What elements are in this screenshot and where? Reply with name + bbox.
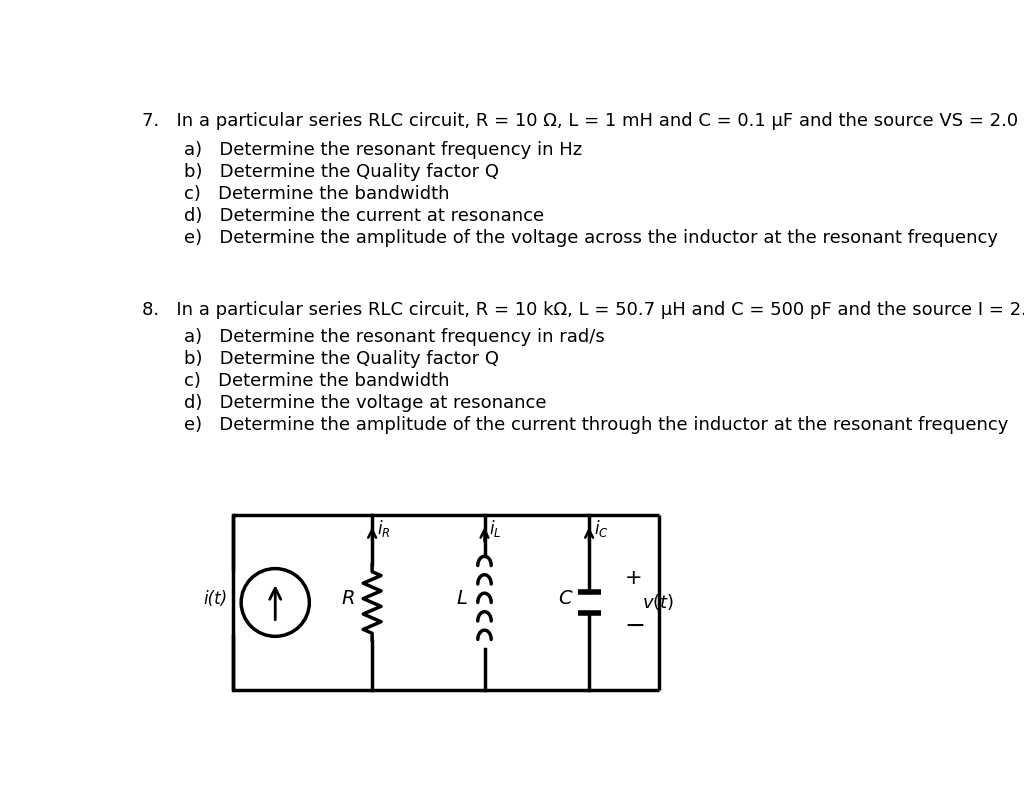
Text: a)   Determine the resonant frequency in rad/s: a) Determine the resonant frequency in r… [183, 328, 604, 346]
Text: 7.   In a particular series RLC circuit, R = 10 Ω, L = 1 mH and C = 0.1 μF and t: 7. In a particular series RLC circuit, R… [142, 112, 1024, 130]
Text: C: C [558, 589, 572, 608]
Text: c)   Determine the bandwidth: c) Determine the bandwidth [183, 372, 450, 389]
Text: b)   Determine the Quality factor Q: b) Determine the Quality factor Q [183, 162, 499, 181]
Text: c)   Determine the bandwidth: c) Determine the bandwidth [183, 185, 450, 203]
Text: L: L [457, 589, 467, 608]
Text: a)   Determine the resonant frequency in Hz: a) Determine the resonant frequency in H… [183, 141, 582, 159]
Text: R: R [342, 589, 355, 608]
Text: e)   Determine the amplitude of the current through the inductor at the resonant: e) Determine the amplitude of the curren… [183, 416, 1009, 434]
Text: +: + [625, 568, 642, 588]
Text: e)   Determine the amplitude of the voltage across the inductor at the resonant : e) Determine the amplitude of the voltag… [183, 229, 997, 246]
Text: −: − [625, 613, 646, 638]
Text: d)   Determine the current at resonance: d) Determine the current at resonance [183, 207, 544, 225]
Text: $i_L$: $i_L$ [489, 518, 502, 539]
Text: 8.   In a particular series RLC circuit, R = 10 kΩ, L = 50.7 μH and C = 500 pF a: 8. In a particular series RLC circuit, R… [142, 301, 1024, 319]
Text: $i_R$: $i_R$ [377, 518, 390, 539]
Text: i(t): i(t) [204, 590, 228, 608]
Text: b)   Determine the Quality factor Q: b) Determine the Quality factor Q [183, 350, 499, 368]
Text: d)   Determine the voltage at resonance: d) Determine the voltage at resonance [183, 393, 546, 412]
Text: $v(t)$: $v(t)$ [642, 592, 674, 612]
Text: $i_C$: $i_C$ [594, 518, 608, 539]
